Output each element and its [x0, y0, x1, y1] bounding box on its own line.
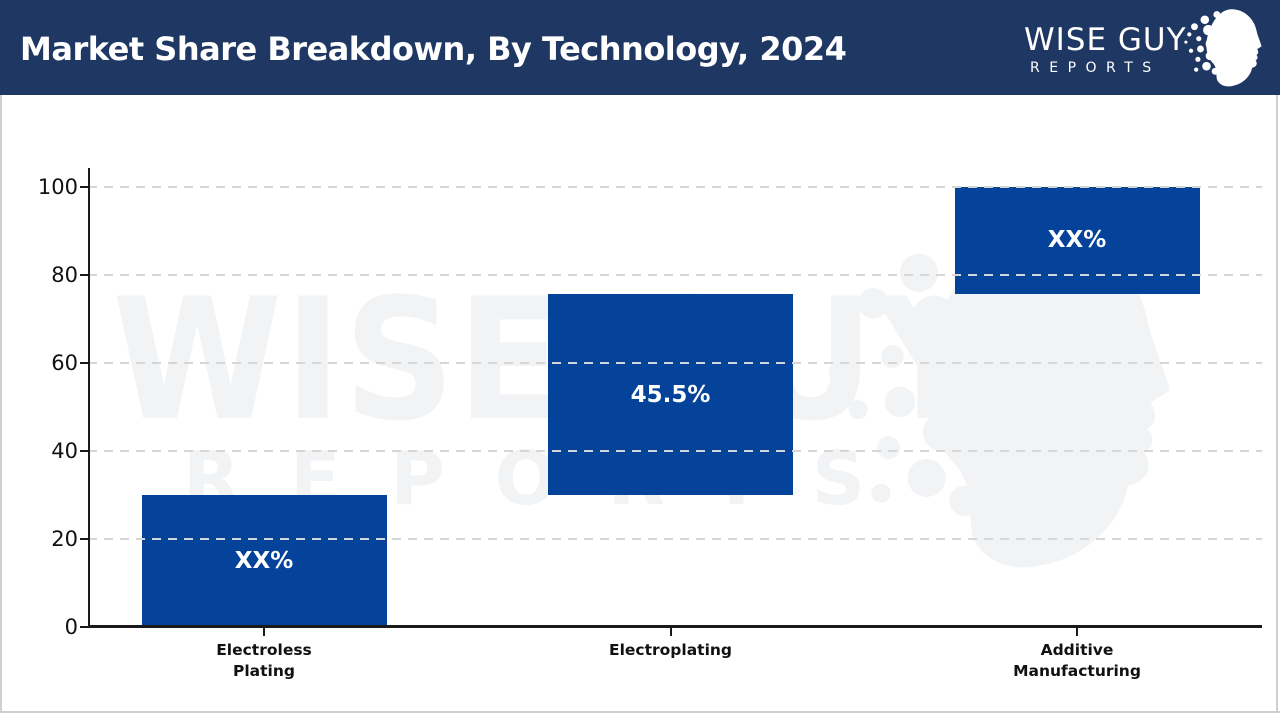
header-bar: Market Share Breakdown, By Technology, 2… — [0, 0, 1280, 95]
logo-head-profile-icon — [1184, 9, 1262, 87]
y-tick-40 — [80, 449, 88, 452]
figure-border-right — [1276, 95, 1278, 713]
bar-electroless-plating — [141, 494, 387, 627]
y-tick-label-80: 80 — [51, 262, 78, 287]
bar-additive-manufacturing — [954, 186, 1200, 295]
y-tick-80 — [80, 273, 88, 276]
gridline-100 — [88, 185, 1262, 188]
y-tick-0 — [80, 626, 88, 628]
y-axis-line — [88, 168, 90, 628]
gridline-60 — [88, 361, 1262, 364]
bar-value-label-electroplating: 45.5% — [630, 381, 711, 408]
x-tick-electroplating — [669, 628, 672, 636]
x-axis-line — [88, 625, 1262, 628]
y-tick-label-40: 40 — [51, 438, 78, 463]
bar-value-label-electroless-plating: XX% — [234, 547, 294, 574]
x-category-label-electroless-plating: Electroless Plating — [216, 641, 312, 680]
figure-border-left — [0, 95, 2, 713]
y-tick-60 — [80, 361, 88, 364]
x-tick-electroless-plating — [263, 628, 265, 636]
x-tick-additive-manufacturing — [1076, 628, 1078, 636]
y-tick-label-100: 100 — [37, 174, 78, 199]
bar-value-label-additive-manufacturing: XX% — [1047, 227, 1107, 254]
logo-wordmark: WISE GUY — [1024, 22, 1187, 58]
y-tick-label-0: 0 — [64, 615, 78, 639]
wise-guy-reports-logo: WISE GUY REPORTS — [1024, 0, 1274, 95]
gridline-40 — [88, 449, 1262, 452]
gridline-80 — [88, 273, 1262, 276]
y-tick-label-20: 20 — [51, 526, 78, 551]
x-category-label-electroplating: Electroplating — [608, 641, 733, 659]
y-tick-label-60: 60 — [51, 350, 78, 375]
x-category-label-additive-manufacturing: Additive Manufacturing — [1013, 641, 1141, 680]
chart-title: Market Share Breakdown, By Technology, 2… — [20, 30, 847, 68]
figure-border-bottom — [0, 711, 1280, 713]
logo-subtitle: REPORTS — [1030, 60, 1161, 76]
y-tick-20 — [80, 537, 88, 540]
y-tick-100 — [80, 185, 88, 188]
gridline-20 — [88, 537, 1262, 540]
watermark-head-profile — [828, 226, 1170, 568]
bar-electroplating — [548, 294, 793, 495]
